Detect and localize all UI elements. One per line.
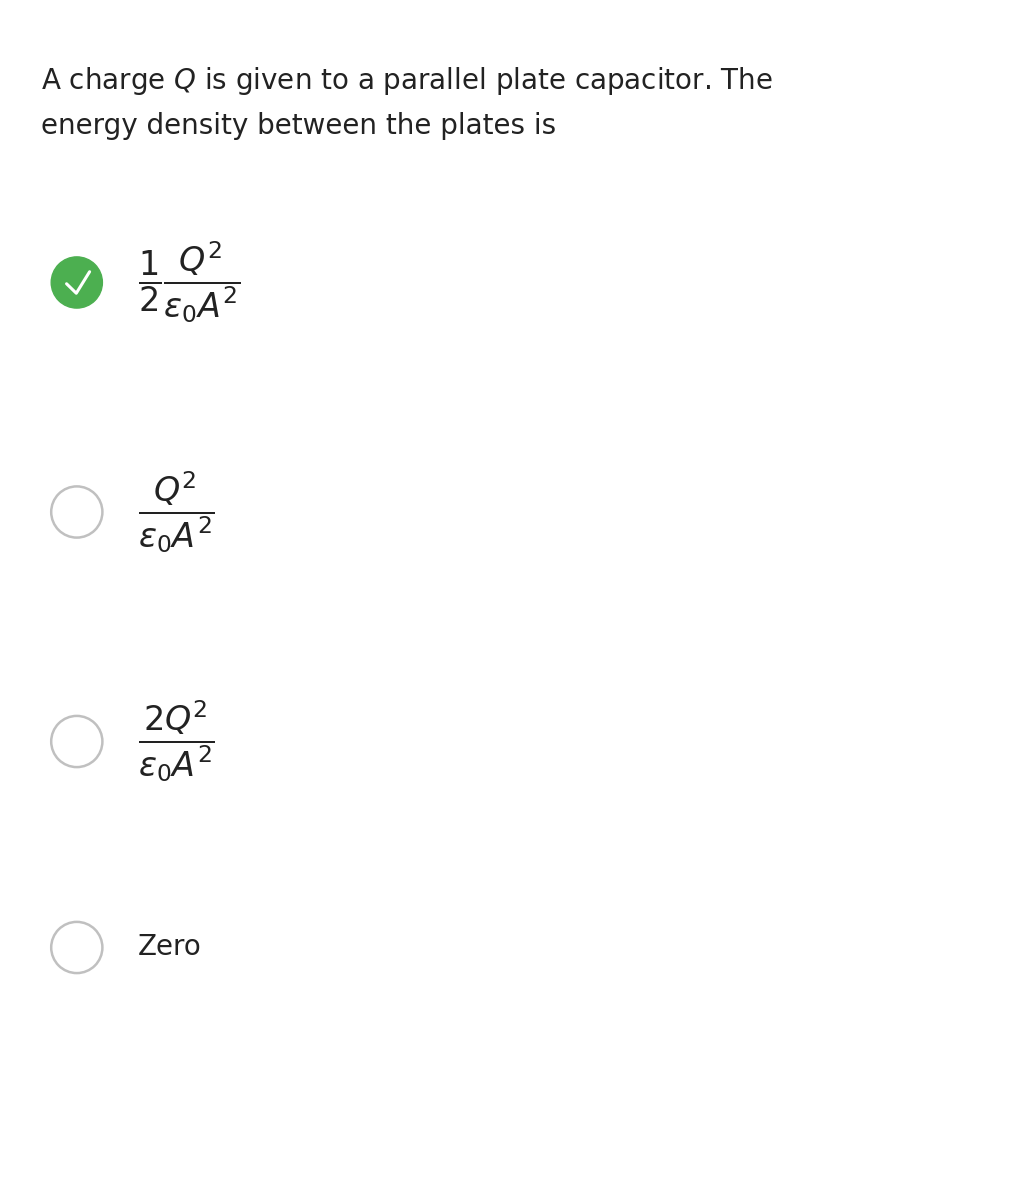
- Text: Zero: Zero: [138, 933, 202, 962]
- Text: energy density between the plates is: energy density between the plates is: [41, 112, 556, 140]
- Ellipse shape: [51, 716, 102, 767]
- Text: A charge $Q$ is given to a parallel plate capacitor. The: A charge $Q$ is given to a parallel plat…: [41, 65, 773, 97]
- Text: $\dfrac{Q^2}{\varepsilon_0 A^2}$: $\dfrac{Q^2}{\varepsilon_0 A^2}$: [138, 470, 215, 554]
- Ellipse shape: [51, 257, 102, 308]
- Ellipse shape: [51, 486, 102, 538]
- Ellipse shape: [51, 922, 102, 973]
- Text: $\dfrac{2Q^2}{\varepsilon_0 A^2}$: $\dfrac{2Q^2}{\varepsilon_0 A^2}$: [138, 699, 215, 784]
- Text: $\dfrac{1}{2}\dfrac{Q^2}{\varepsilon_0 A^2}$: $\dfrac{1}{2}\dfrac{Q^2}{\varepsilon_0 A…: [138, 240, 241, 325]
